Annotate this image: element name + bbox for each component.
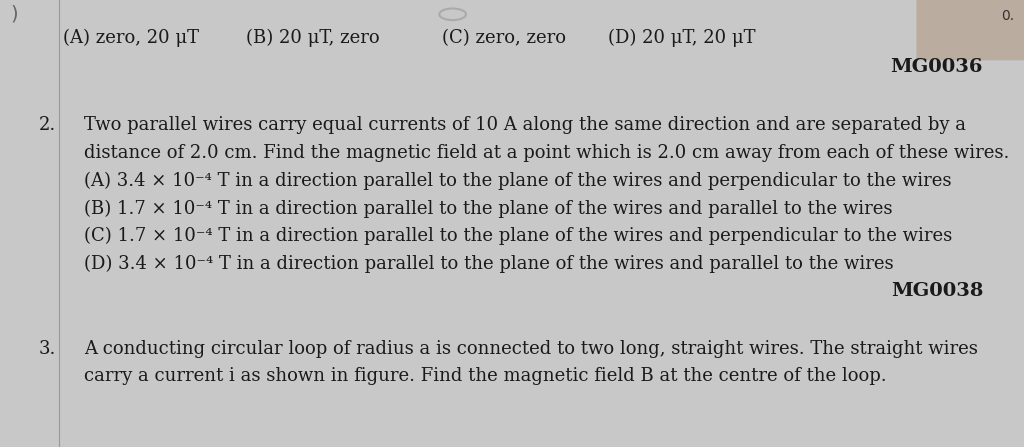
- Text: ): ): [10, 4, 17, 24]
- Text: (C) zero, zero: (C) zero, zero: [442, 29, 566, 47]
- Text: 3.: 3.: [39, 340, 56, 358]
- Text: MG0036: MG0036: [891, 58, 983, 76]
- Text: (D) 20 μT, 20 μT: (D) 20 μT, 20 μT: [608, 29, 756, 47]
- FancyBboxPatch shape: [916, 0, 1024, 60]
- Text: (A) 3.4 × 10⁻⁴ T in a direction parallel to the plane of the wires and perpendic: (A) 3.4 × 10⁻⁴ T in a direction parallel…: [84, 172, 951, 190]
- Text: 2.: 2.: [39, 116, 56, 134]
- Text: A conducting circular loop of radius a is connected to two long, straight wires.: A conducting circular loop of radius a i…: [84, 340, 978, 358]
- Text: MG0038: MG0038: [891, 282, 983, 299]
- Text: (B) 1.7 × 10⁻⁴ T in a direction parallel to the plane of the wires and parallel : (B) 1.7 × 10⁻⁴ T in a direction parallel…: [84, 199, 893, 218]
- Text: (C) 1.7 × 10⁻⁴ T in a direction parallel to the plane of the wires and perpendic: (C) 1.7 × 10⁻⁴ T in a direction parallel…: [84, 227, 952, 245]
- Text: (A) zero, 20 μT: (A) zero, 20 μT: [63, 29, 200, 47]
- Text: Two parallel wires carry equal currents of 10 A along the same direction and are: Two parallel wires carry equal currents …: [84, 116, 966, 134]
- Text: distance of 2.0 cm. Find the magnetic field at a point which is 2.0 cm away from: distance of 2.0 cm. Find the magnetic fi…: [84, 144, 1010, 162]
- Text: carry a current i as shown in figure. Find the magnetic field B at the centre of: carry a current i as shown in figure. Fi…: [84, 367, 887, 385]
- Text: 0.: 0.: [1000, 9, 1014, 23]
- Text: (D) 3.4 × 10⁻⁴ T in a direction parallel to the plane of the wires and parallel : (D) 3.4 × 10⁻⁴ T in a direction parallel…: [84, 255, 894, 273]
- Text: (B) 20 μT, zero: (B) 20 μT, zero: [246, 29, 379, 47]
